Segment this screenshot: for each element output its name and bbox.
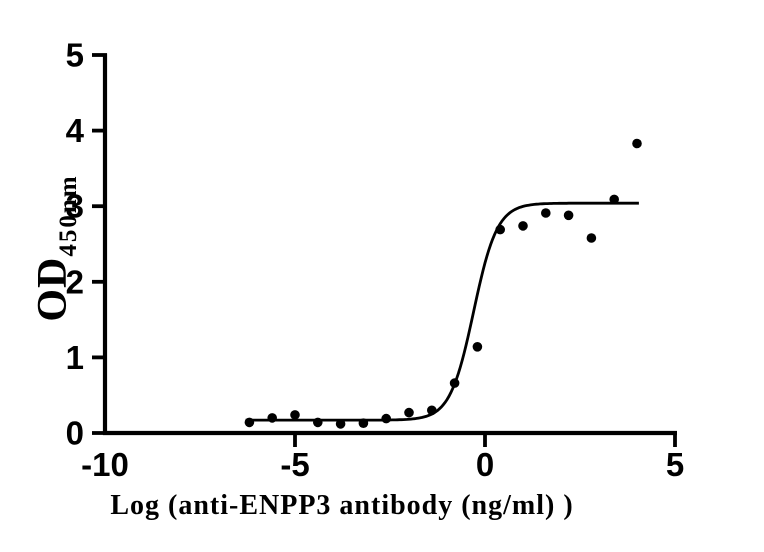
data-point xyxy=(313,417,323,428)
data-point xyxy=(472,342,483,352)
x-tick-label: 5 xyxy=(666,446,684,483)
data-point xyxy=(404,407,414,418)
data-point xyxy=(427,405,437,416)
fit-curve xyxy=(245,201,639,422)
axes: 0 1 2 3 4 5 -10 -5 0 5 xyxy=(66,37,685,484)
data-point xyxy=(518,221,528,231)
data-points xyxy=(244,138,642,429)
data-point xyxy=(290,410,300,420)
y-axis-label-main: OD xyxy=(30,257,76,322)
x-tick-label: -5 xyxy=(280,446,309,483)
data-point xyxy=(267,413,278,423)
data-point xyxy=(244,417,255,428)
data-point xyxy=(563,210,574,221)
data-point xyxy=(449,378,460,388)
x-tick-label: -10 xyxy=(81,446,129,483)
y-tick-label: 5 xyxy=(66,37,84,74)
axis-spine xyxy=(102,53,677,436)
y-axis-label: OD450nm xyxy=(30,174,82,321)
data-point xyxy=(541,208,551,218)
data-point xyxy=(632,138,642,149)
x-axis-label: Log (anti-ENPP3 antibody (ng/ml) ) xyxy=(110,490,573,521)
data-point xyxy=(495,224,506,235)
y-tick-label: 1 xyxy=(66,339,84,376)
y-tick-label: 2 xyxy=(66,263,84,300)
y-tick-label: 3 xyxy=(66,188,84,225)
data-point xyxy=(609,194,619,205)
data-point xyxy=(381,413,392,424)
x-tick-label: 0 xyxy=(476,446,494,483)
y-axis-label-subscript: 450nm xyxy=(55,174,82,256)
y-tick-label: 0 xyxy=(66,415,84,452)
fit-curve-path xyxy=(245,201,639,422)
data-point xyxy=(358,418,369,429)
y-tick-label: 4 xyxy=(66,112,85,149)
data-point xyxy=(335,419,346,429)
data-point xyxy=(586,233,597,243)
